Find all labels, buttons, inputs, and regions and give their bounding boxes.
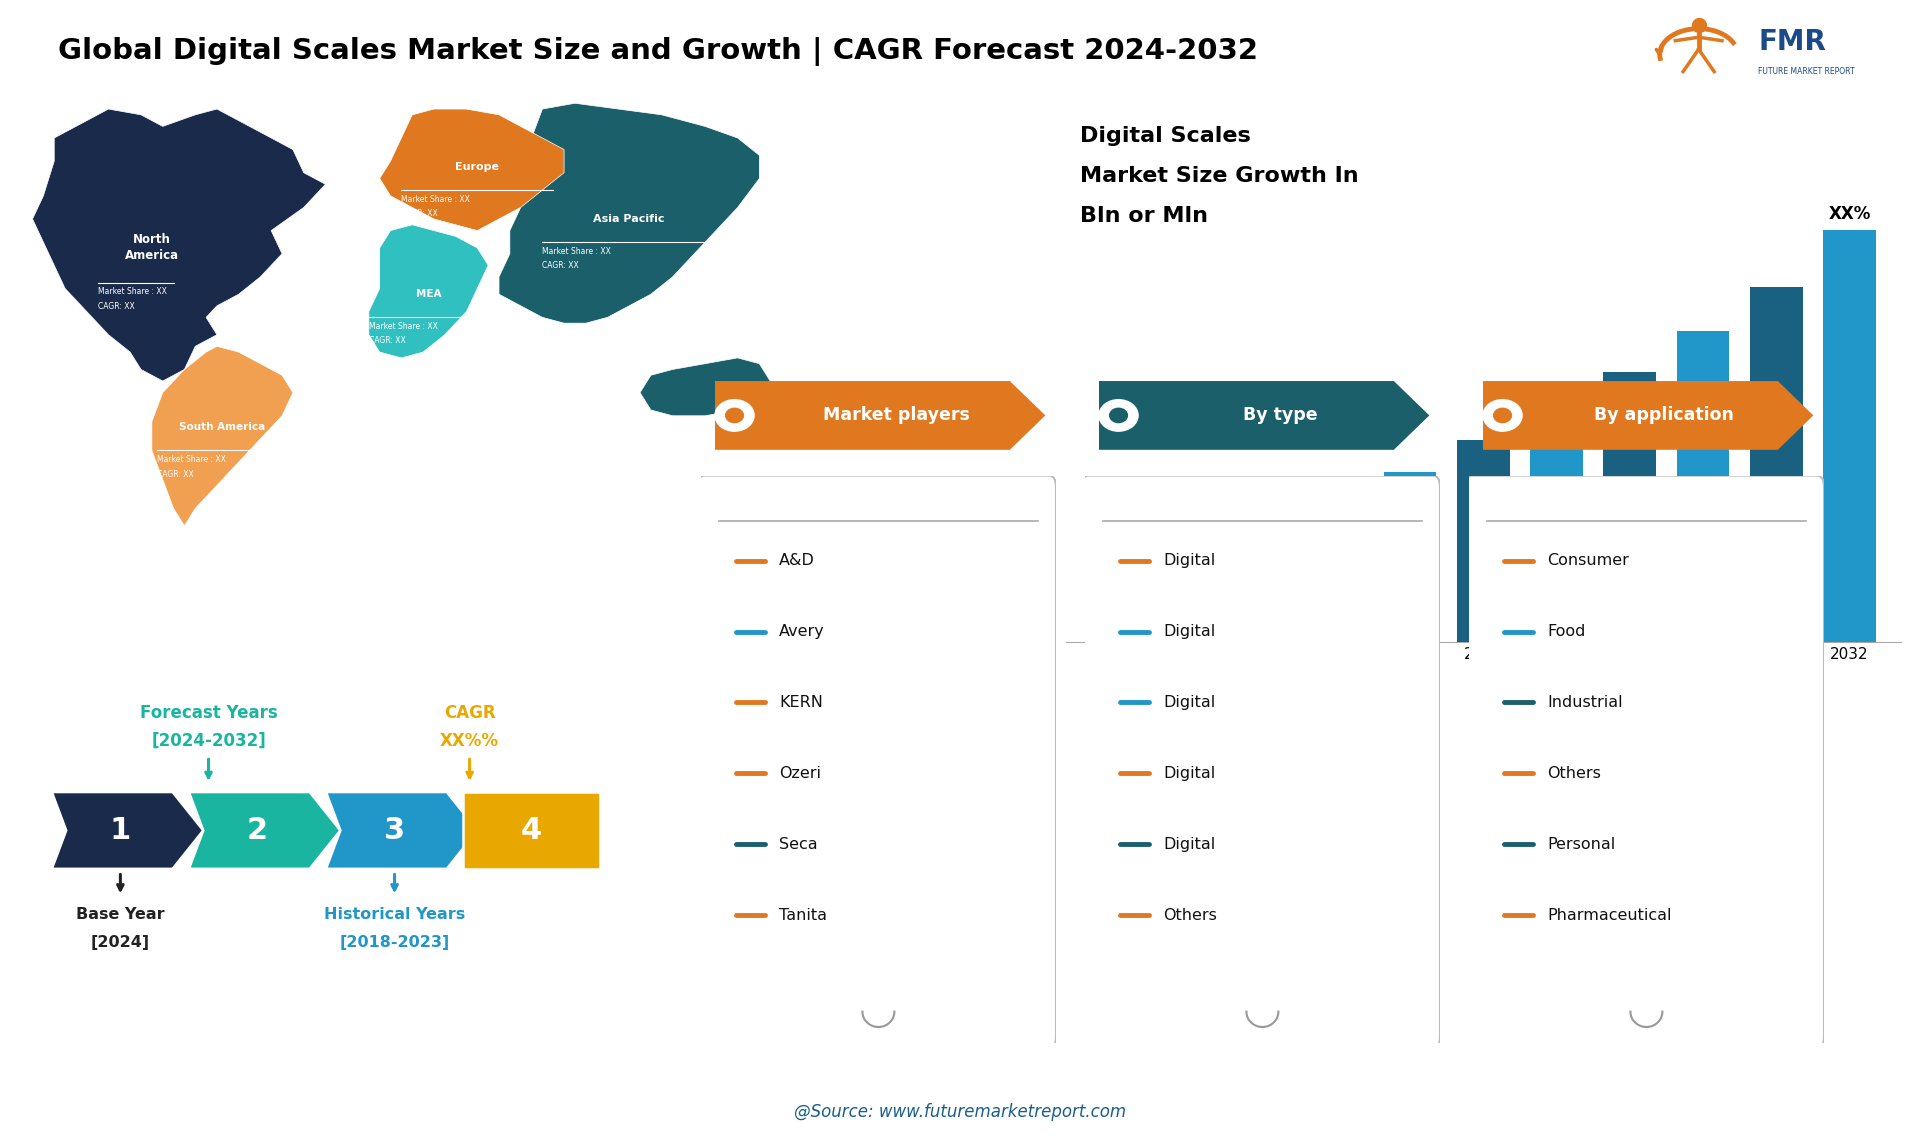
Text: CAGR: XX: CAGR: XX xyxy=(401,209,438,218)
Text: @Source: www.futuremarketreport.com: @Source: www.futuremarketreport.com xyxy=(795,1102,1125,1121)
Text: Market Share : XX: Market Share : XX xyxy=(157,455,227,464)
Text: Industrial: Industrial xyxy=(1548,694,1622,711)
Polygon shape xyxy=(369,225,488,358)
Circle shape xyxy=(1494,408,1511,423)
Text: Digital: Digital xyxy=(1164,625,1215,639)
Polygon shape xyxy=(499,103,758,323)
Bar xyxy=(1384,472,1436,642)
Polygon shape xyxy=(152,346,294,526)
Text: Bln or Mln: Bln or Mln xyxy=(1081,206,1208,226)
Text: XX%: XX% xyxy=(1242,495,1284,513)
Text: Market Size Growth In: Market Size Growth In xyxy=(1081,166,1359,186)
Text: FMR: FMR xyxy=(1759,29,1826,56)
Text: Market players: Market players xyxy=(824,407,970,424)
Circle shape xyxy=(726,408,743,423)
Polygon shape xyxy=(1482,380,1812,449)
Bar xyxy=(1676,331,1730,642)
Text: North
America: North America xyxy=(125,234,179,262)
Bar xyxy=(1309,496,1363,642)
Text: Market Share : XX: Market Share : XX xyxy=(541,246,611,256)
Text: KERN: KERN xyxy=(780,694,824,711)
FancyBboxPatch shape xyxy=(1081,476,1440,1049)
Text: CAGR: XX: CAGR: XX xyxy=(369,337,405,345)
Text: CAGR: XX: CAGR: XX xyxy=(541,261,580,270)
Text: Asia Pacific: Asia Pacific xyxy=(593,214,664,223)
Circle shape xyxy=(1482,400,1523,431)
Text: Ozeri: Ozeri xyxy=(780,766,822,780)
Circle shape xyxy=(714,400,755,431)
Text: FUTURE MARKET REPORT: FUTURE MARKET REPORT xyxy=(1759,68,1855,76)
Bar xyxy=(1164,541,1217,642)
Text: Consumer: Consumer xyxy=(1548,554,1628,568)
Text: [2024-2032]: [2024-2032] xyxy=(152,732,265,749)
Text: [2018-2023]: [2018-2023] xyxy=(340,935,449,950)
Text: Market Share : XX: Market Share : XX xyxy=(401,195,470,204)
Text: XX%%: XX%% xyxy=(440,732,499,749)
Polygon shape xyxy=(714,380,1044,449)
Bar xyxy=(1530,408,1582,642)
Text: Global Digital Scales Market Size and Growth | CAGR Forecast 2024-2032: Global Digital Scales Market Size and Gr… xyxy=(58,37,1258,65)
Text: Avery: Avery xyxy=(780,625,826,639)
Text: Personal: Personal xyxy=(1548,837,1615,851)
Text: By application: By application xyxy=(1594,407,1734,424)
Text: Digital: Digital xyxy=(1164,766,1215,780)
Text: CAGR: XX: CAGR: XX xyxy=(98,301,134,311)
FancyBboxPatch shape xyxy=(1465,476,1824,1049)
Text: Digital: Digital xyxy=(1164,694,1215,711)
Text: Digital Scales: Digital Scales xyxy=(1081,126,1252,146)
Text: Seca: Seca xyxy=(780,837,818,851)
Text: Market Share : XX: Market Share : XX xyxy=(369,322,438,331)
Text: 1: 1 xyxy=(109,816,131,845)
Text: CAGR: XX: CAGR: XX xyxy=(157,470,194,479)
Polygon shape xyxy=(1098,380,1428,449)
Text: MEA: MEA xyxy=(417,289,442,299)
Circle shape xyxy=(1110,408,1127,423)
Bar xyxy=(1749,286,1803,642)
Text: 3: 3 xyxy=(384,816,405,845)
Bar xyxy=(1236,520,1290,642)
Polygon shape xyxy=(380,109,564,230)
Text: [2024]: [2024] xyxy=(90,935,150,950)
Polygon shape xyxy=(33,109,324,380)
Text: Tanita: Tanita xyxy=(780,908,828,923)
Bar xyxy=(1457,440,1509,642)
Polygon shape xyxy=(326,792,478,869)
Text: Pharmaceutical: Pharmaceutical xyxy=(1548,908,1672,923)
Text: Forecast Years: Forecast Years xyxy=(140,705,276,722)
Bar xyxy=(1824,230,1876,642)
Text: Food: Food xyxy=(1548,625,1586,639)
Bar xyxy=(1603,371,1657,642)
Text: Others: Others xyxy=(1548,766,1601,780)
Polygon shape xyxy=(639,358,770,416)
Circle shape xyxy=(1098,400,1139,431)
Polygon shape xyxy=(52,792,204,869)
Text: Base Year: Base Year xyxy=(77,908,165,923)
Text: Digital: Digital xyxy=(1164,837,1215,851)
Text: Market Share : XX: Market Share : XX xyxy=(98,288,167,296)
Text: Europe: Europe xyxy=(455,162,499,172)
Text: Digital: Digital xyxy=(1164,554,1215,568)
Text: South America: South America xyxy=(179,423,265,432)
Text: Others: Others xyxy=(1164,908,1217,923)
Text: CAGR: CAGR xyxy=(444,705,495,722)
Text: By type: By type xyxy=(1242,407,1317,424)
Text: A&D: A&D xyxy=(780,554,814,568)
Polygon shape xyxy=(188,792,340,869)
Bar xyxy=(1091,562,1142,642)
Text: XX%: XX% xyxy=(1828,205,1870,223)
Text: 2: 2 xyxy=(248,816,269,845)
FancyBboxPatch shape xyxy=(697,476,1056,1049)
Polygon shape xyxy=(463,792,601,869)
Text: 4: 4 xyxy=(520,816,541,845)
Text: Historical Years: Historical Years xyxy=(324,908,465,923)
